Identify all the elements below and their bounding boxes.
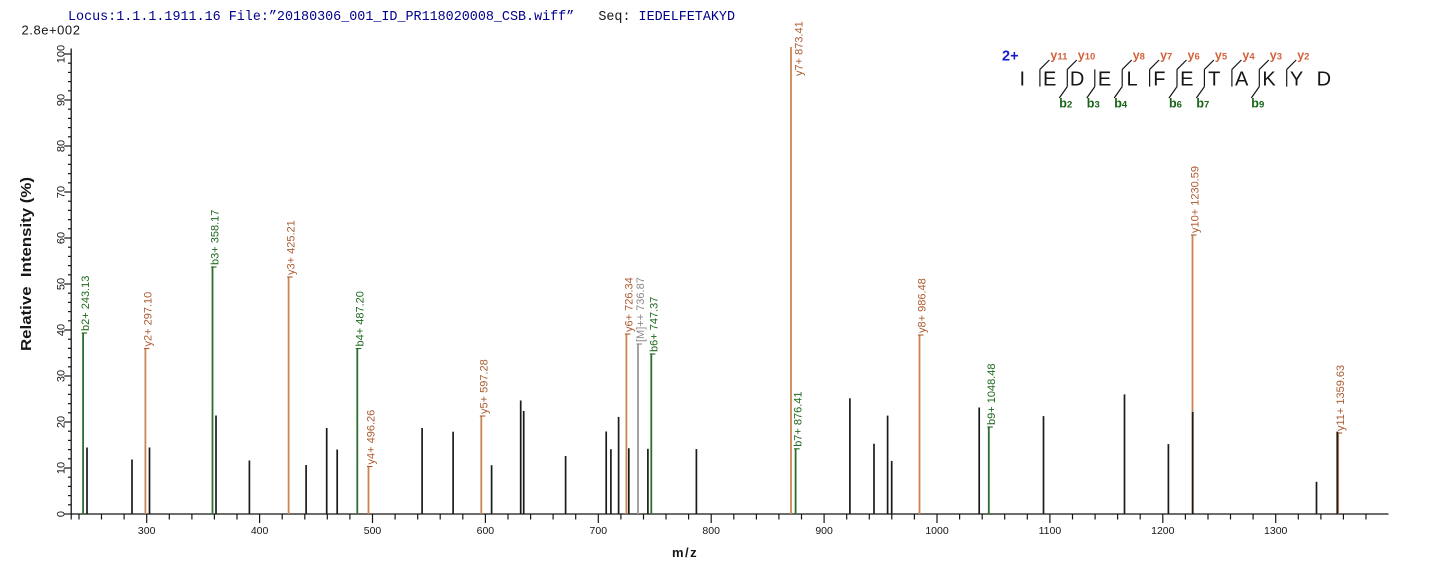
svg-text:1000: 1000: [925, 525, 949, 537]
svg-text:900: 900: [815, 525, 833, 537]
svg-text:y7+ 873.41: y7+ 873.41: [794, 21, 806, 76]
svg-text:Locus:1.1.1.1911.16 File:”2018: Locus:1.1.1.1911.16 File:”20180306_001_I…: [68, 10, 735, 25]
svg-text:500: 500: [364, 525, 382, 537]
svg-text:80: 80: [55, 140, 67, 152]
svg-text:I: I: [1020, 69, 1026, 91]
svg-text:800: 800: [702, 525, 720, 537]
svg-text:b7+ 876.41: b7+ 876.41: [793, 391, 805, 446]
svg-text:y3: y3: [1270, 49, 1282, 63]
svg-text:2+: 2+: [1002, 49, 1019, 65]
svg-text:y11: y11: [1050, 49, 1068, 63]
svg-text:50: 50: [55, 278, 67, 290]
svg-text:Relative Intensity (%): Relative Intensity (%): [18, 177, 35, 351]
svg-text:D: D: [1317, 69, 1331, 91]
svg-text:T: T: [1208, 69, 1220, 91]
svg-text:90: 90: [55, 94, 67, 106]
svg-text:20: 20: [55, 416, 67, 428]
svg-text:y2: y2: [1297, 49, 1309, 63]
svg-text:y4: y4: [1242, 49, 1255, 63]
svg-text:A: A: [1235, 69, 1249, 91]
svg-text:b4: b4: [1114, 97, 1128, 111]
svg-text:y11+ 1359.63: y11+ 1359.63: [1335, 365, 1347, 431]
svg-text:E: E: [1043, 69, 1056, 91]
svg-text:1200: 1200: [1151, 525, 1175, 537]
svg-text:y6: y6: [1188, 49, 1200, 63]
svg-text:y8+ 986.48: y8+ 986.48: [917, 278, 929, 333]
svg-text:0: 0: [55, 511, 67, 517]
svg-text:E: E: [1098, 69, 1111, 91]
svg-text:600: 600: [477, 525, 495, 537]
svg-text:K: K: [1262, 69, 1276, 91]
svg-text:E: E: [1180, 69, 1193, 91]
svg-text:b9: b9: [1251, 97, 1264, 111]
svg-text:400: 400: [251, 525, 269, 537]
svg-text:y5: y5: [1215, 49, 1228, 63]
svg-text:L: L: [1126, 69, 1137, 91]
svg-text:D: D: [1070, 69, 1084, 91]
svg-text:100: 100: [55, 45, 67, 63]
svg-text:y5+ 597.28: y5+ 597.28: [478, 359, 490, 414]
svg-text:10: 10: [55, 462, 67, 474]
svg-text:F: F: [1153, 69, 1165, 91]
svg-text:[M]++ 736.87: [M]++ 736.87: [635, 277, 647, 342]
svg-text:1300: 1300: [1264, 525, 1288, 537]
svg-text:30: 30: [55, 370, 67, 382]
svg-text:Y: Y: [1290, 69, 1303, 91]
svg-text:y6+ 726.34: y6+ 726.34: [623, 277, 635, 332]
svg-text:b9+ 1048.48: b9+ 1048.48: [986, 364, 998, 425]
svg-text:b2+ 243.13: b2+ 243.13: [80, 276, 92, 331]
svg-text:b3: b3: [1087, 97, 1100, 111]
svg-text:y3+ 425.21: y3+ 425.21: [286, 220, 298, 275]
svg-text:40: 40: [55, 324, 67, 336]
svg-text:60: 60: [55, 232, 67, 244]
svg-text:m/z: m/z: [672, 545, 698, 560]
svg-text:y8: y8: [1133, 49, 1145, 63]
svg-text:b2: b2: [1059, 97, 1072, 111]
svg-text:b4+ 487.20: b4+ 487.20: [354, 291, 366, 346]
svg-text:b6+ 747.37: b6+ 747.37: [648, 297, 660, 352]
svg-text:1100: 1100: [1039, 525, 1062, 537]
svg-text:b3+ 358.17: b3+ 358.17: [210, 210, 222, 265]
svg-text:y10+ 1230.59: y10+ 1230.59: [1190, 166, 1202, 233]
svg-text:b6: b6: [1169, 97, 1182, 111]
svg-text:y2+ 297.10: y2+ 297.10: [142, 292, 154, 347]
svg-text:b7: b7: [1196, 97, 1209, 111]
svg-text:y10: y10: [1078, 49, 1096, 63]
svg-text:300: 300: [138, 525, 156, 537]
svg-text:y7: y7: [1160, 49, 1172, 63]
svg-text:y4+ 496.26: y4+ 496.26: [366, 410, 378, 465]
svg-text:70: 70: [55, 186, 67, 198]
svg-text:2.8e+002: 2.8e+002: [22, 23, 81, 38]
svg-text:700: 700: [590, 525, 608, 537]
